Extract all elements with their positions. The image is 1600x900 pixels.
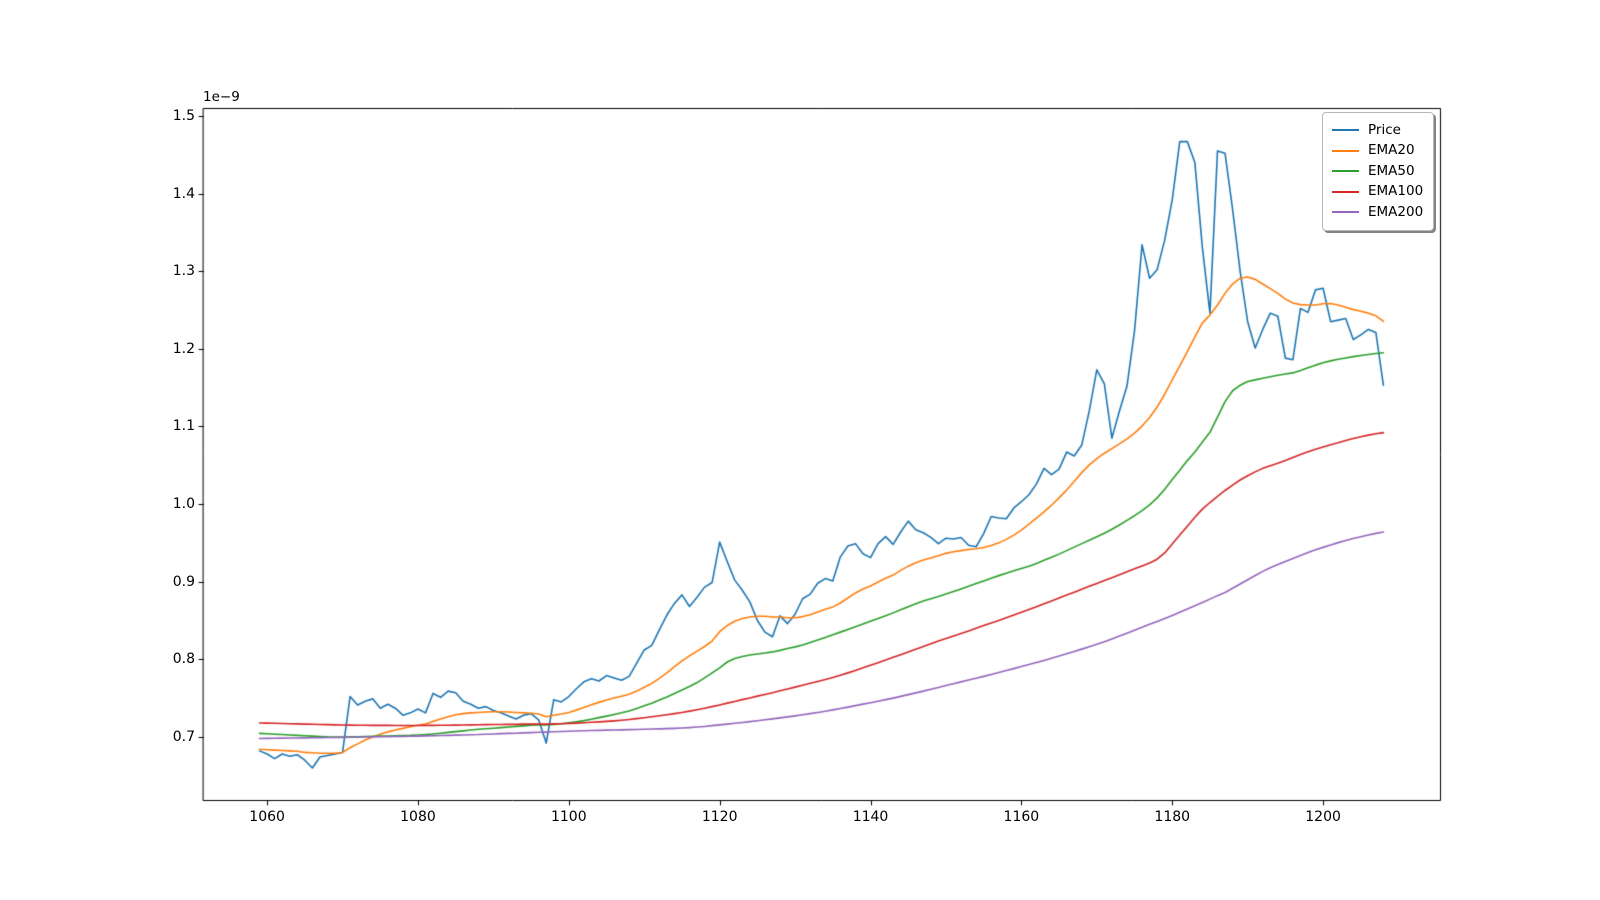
y-tick-label: 0.7	[172, 728, 195, 745]
x-tick-label: 1140	[852, 809, 889, 825]
legend-line-sample	[1332, 190, 1359, 193]
y-tick-label: 1.2	[172, 340, 195, 357]
legend-line-sample	[1332, 149, 1359, 152]
y-tick-label: 0.9	[172, 573, 195, 590]
legend-line-sample	[1332, 211, 1359, 214]
x-tick-label: 1100	[550, 809, 587, 825]
legend-line-sample	[1332, 170, 1359, 173]
legend-entry: EMA100	[1332, 182, 1423, 203]
legend-label: EMA100	[1368, 183, 1424, 200]
y-tick-label: 1.0	[172, 496, 195, 513]
legend-entry: EMA50	[1332, 161, 1423, 182]
y-tick-label: 1.3	[172, 263, 195, 280]
legend-label: EMA200	[1368, 203, 1424, 220]
x-tick-label: 1060	[249, 809, 285, 825]
legend-label: EMA50	[1368, 162, 1415, 179]
x-tick-label: 1080	[400, 809, 436, 825]
legend-entry: Price	[1332, 120, 1423, 141]
y-tick-label: 1.5	[172, 107, 195, 124]
x-tick-label: 1200	[1305, 809, 1341, 825]
legend-label: EMA20	[1368, 142, 1415, 159]
x-tick-label: 1160	[1003, 809, 1040, 825]
y-tick-label: 0.8	[172, 651, 195, 668]
legend-line-sample	[1332, 129, 1359, 132]
x-tick-label: 1120	[701, 809, 738, 825]
legend-label: Price	[1368, 121, 1401, 138]
y-tick-label: 1.1	[172, 418, 195, 435]
y-axis-offset-label: 1e−9	[203, 89, 240, 105]
legend-entry: EMA20	[1332, 141, 1423, 162]
legend-entry: EMA200	[1332, 202, 1423, 223]
y-tick-label: 1.4	[172, 185, 195, 202]
x-tick-label: 1180	[1154, 809, 1191, 825]
legend: Price EMA20 EMA50 EMA100 EMA200	[1322, 112, 1435, 231]
